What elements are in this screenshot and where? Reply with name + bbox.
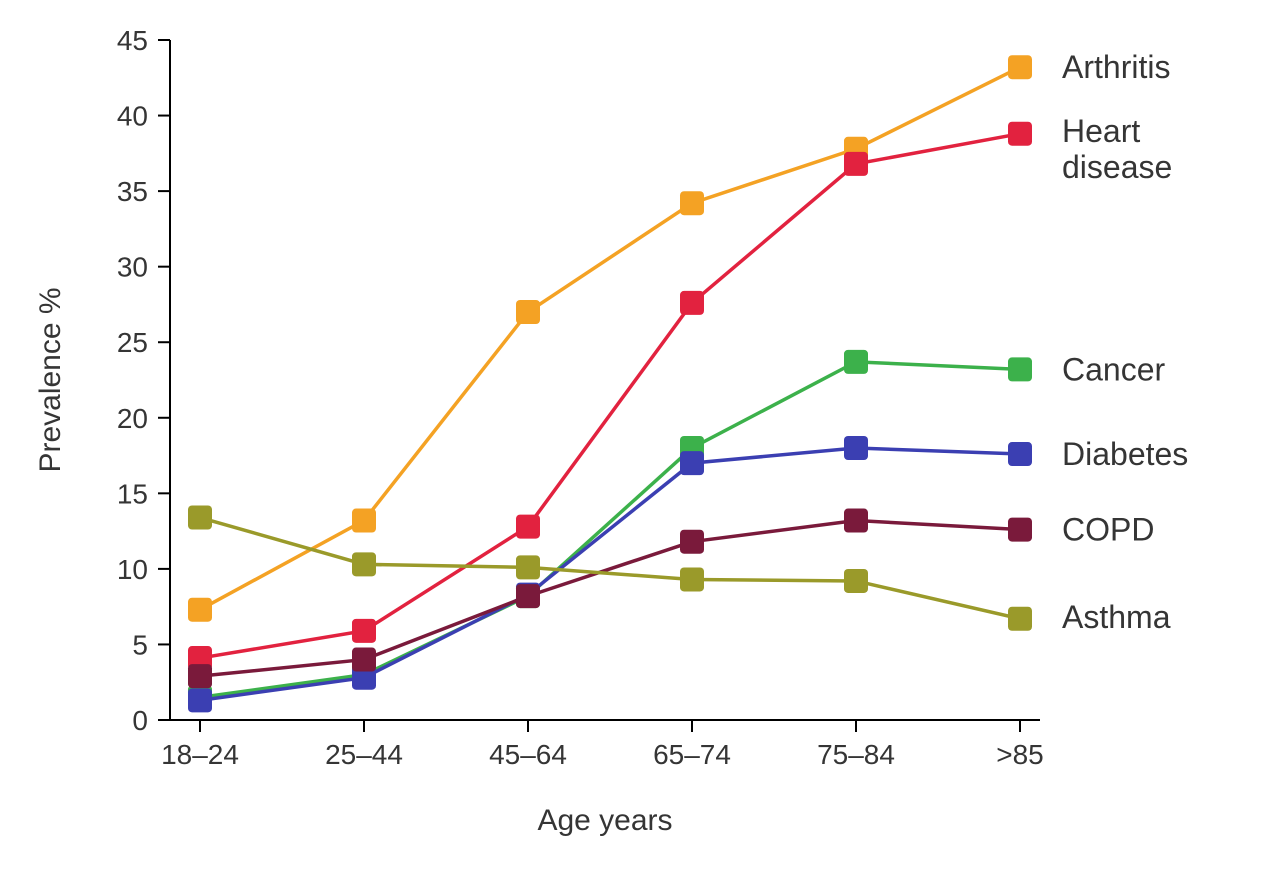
series-marker [188,506,212,530]
y-tick-label: 35 [117,176,148,207]
x-axis-title: Age years [537,804,672,837]
series-line-heart-disease [200,134,1020,658]
series-marker [516,300,540,324]
y-tick-label: 0 [132,705,148,736]
series-marker [1008,518,1032,542]
series-marker [516,515,540,539]
series-marker [1008,122,1032,146]
legend-label-asthma: Asthma [1062,599,1171,635]
legend-label-copd: COPD [1062,512,1154,548]
series-marker [188,664,212,688]
series-marker [680,191,704,215]
x-tick-label: 45–64 [489,739,567,770]
x-tick-label: 18–24 [161,739,239,770]
series-marker [844,152,868,176]
series-marker [352,619,376,643]
y-tick-label: 10 [117,554,148,585]
series-marker [844,509,868,533]
series-marker [516,555,540,579]
y-tick-label: 25 [117,327,148,358]
y-tick-label: 15 [117,478,148,509]
x-tick-label: 65–74 [653,739,731,770]
chart-svg: 0 5 10 15 20 25 30 35 40 45 18–24 25–44 45–64 65–74 75… [0,0,1280,873]
y-tick-label: 40 [117,101,148,132]
series-marker [680,291,704,315]
series-marker [1008,55,1032,79]
y-axis-title: Prevalence % [34,287,67,472]
legend-label-heart-disease: Heartdisease [1062,113,1172,185]
series-marker [352,552,376,576]
series-marker [844,436,868,460]
series-marker [352,509,376,533]
legend-label-arthritis: Arthritis [1062,49,1170,85]
series-marker [680,530,704,554]
x-tick-label: 25–44 [325,739,403,770]
x-tick-label: >85 [996,739,1044,770]
legend-label-cancer: Cancer [1062,351,1166,387]
series-marker [1008,607,1032,631]
x-tick-label: 75–84 [817,739,895,770]
legend-label-diabetes: Diabetes [1062,436,1188,472]
y-tick-label: 20 [117,403,148,434]
series-marker [352,648,376,672]
series-marker [1008,442,1032,466]
y-tick-label: 30 [117,252,148,283]
series-marker [188,598,212,622]
series-marker [516,584,540,608]
series-marker [844,569,868,593]
series-marker [680,567,704,591]
series-marker [844,350,868,374]
prevalence-chart: 0 5 10 15 20 25 30 35 40 45 18–24 25–44 45–64 65–74 75… [0,0,1280,873]
y-tick-label: 45 [117,25,148,56]
series-marker [1008,357,1032,381]
y-tick-label: 5 [132,629,148,660]
series-marker [680,451,704,475]
series-marker [188,688,212,712]
